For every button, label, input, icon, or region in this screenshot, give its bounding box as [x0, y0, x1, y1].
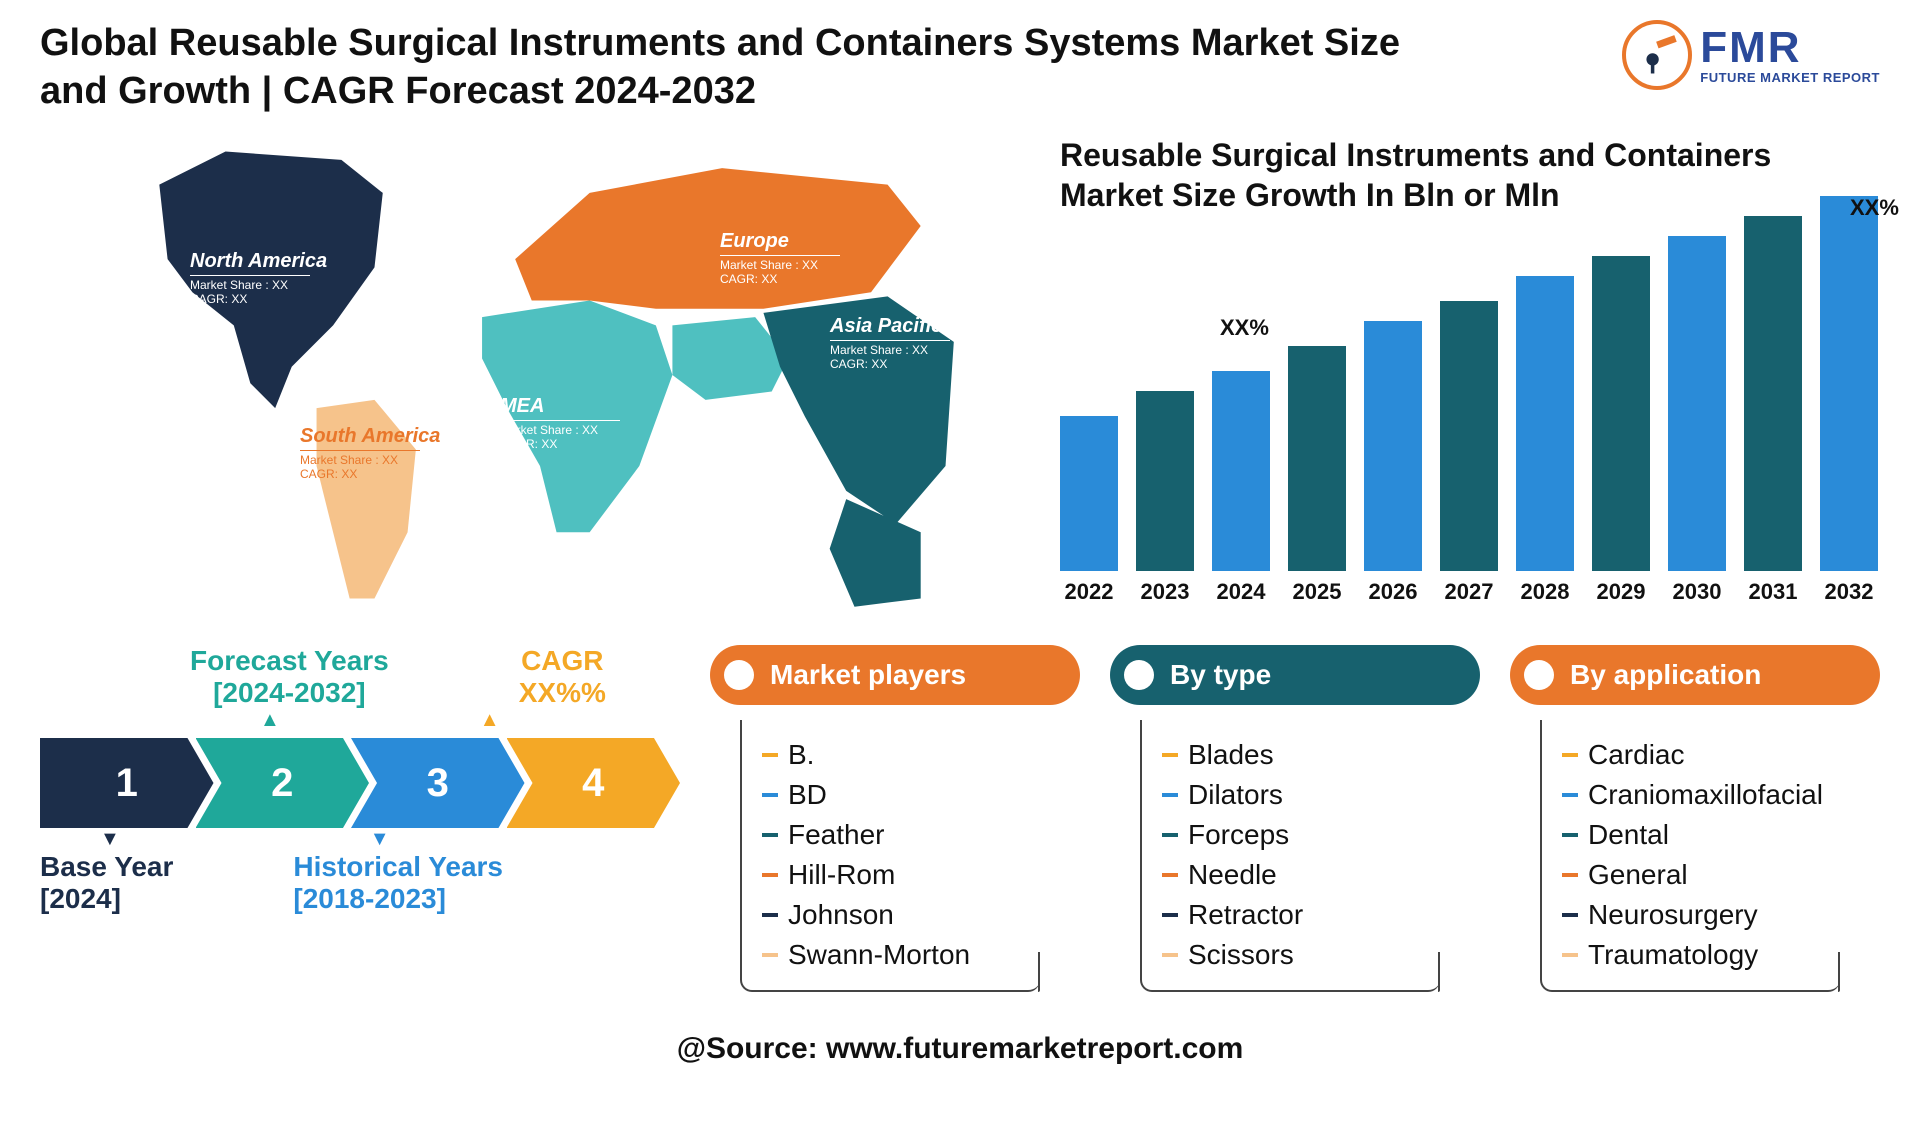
chevron-2: 2 [196, 738, 370, 828]
world-map: North AmericaMarket Share : XXCAGR: XX So… [40, 135, 1040, 615]
chevron-1: 1 [40, 738, 214, 828]
region-label-asia-pacific: Asia PacificMarket Share : XXCAGR: XX [830, 315, 950, 371]
bar-2031: 2031 [1744, 216, 1802, 605]
bar-2024: 2024 [1212, 371, 1270, 605]
list-item: Forceps [1162, 815, 1430, 855]
bullet-icon [762, 753, 778, 757]
list-item: Needle [1162, 855, 1430, 895]
logo-text-main: FMR [1700, 26, 1880, 70]
down-arrow-icon: ▼ [100, 828, 120, 851]
bar-2026: 2026 [1364, 321, 1422, 605]
bar-2025: 2025 [1288, 346, 1346, 605]
list-item: Blades [1162, 735, 1430, 775]
bullet-icon [762, 793, 778, 797]
bullet-icon [1562, 833, 1578, 837]
by-application-column: By application CardiacCraniomaxillofacial… [1510, 645, 1880, 992]
list-item: Feather [762, 815, 1030, 855]
region-label-europe: EuropeMarket Share : XXCAGR: XX [720, 230, 840, 286]
historical-label: Historical Years [2018-2023] [293, 851, 503, 915]
list-item: Dental [1562, 815, 1830, 855]
bar-chart: Reusable Surgical Instruments and Contai… [1060, 135, 1880, 615]
region-label-mea: MEAMarket Share : XXCAGR: XX [500, 395, 620, 451]
list-item: General [1562, 855, 1830, 895]
region-label-south-america: South AmericaMarket Share : XXCAGR: XX [300, 425, 440, 481]
chart-annotation: XX% [1220, 315, 1269, 341]
by-type-column: By type BladesDilatorsForcepsNeedleRetrac… [1110, 645, 1480, 992]
list-item: Traumatology [1562, 935, 1830, 975]
region-europe [515, 168, 921, 309]
list-item: Retractor [1162, 895, 1430, 935]
list-item: BD [762, 775, 1030, 815]
list-item: B. [762, 735, 1030, 775]
bar-2032: 2032 [1820, 196, 1878, 605]
list-item: Johnson [762, 895, 1030, 935]
bar-2030: 2030 [1668, 236, 1726, 605]
chevron-4: 4 [507, 738, 681, 828]
up-arrow-icon: ▲ [260, 709, 280, 732]
bullet-icon [1162, 833, 1178, 837]
pill-header: Market players [710, 645, 1080, 705]
region-label-north-america: North AmericaMarket Share : XXCAGR: XX [190, 250, 327, 306]
down-arrow-icon: ▼ [370, 828, 390, 851]
bullet-icon [762, 833, 778, 837]
bullet-icon [762, 873, 778, 877]
pill-header: By type [1110, 645, 1480, 705]
bullet-icon [1562, 793, 1578, 797]
bullet-icon [1562, 913, 1578, 917]
bullet-icon [1562, 873, 1578, 877]
bullet-icon [1162, 913, 1178, 917]
bullet-icon [1562, 753, 1578, 757]
market-players-column: Market players B.BDFeatherHill-RomJohnson… [710, 645, 1080, 992]
up-arrow-icon: ▲ [480, 709, 500, 732]
page-title: Global Reusable Surgical Instruments and… [40, 20, 1440, 115]
logo-text-sub: FUTURE MARKET REPORT [1700, 70, 1880, 85]
pill-header: By application [1510, 645, 1880, 705]
chart-title: Reusable Surgical Instruments and Contai… [1060, 135, 1880, 215]
bullet-icon [1162, 793, 1178, 797]
bullet-icon [1162, 753, 1178, 757]
base-year-label: Base Year [2024] [40, 851, 173, 915]
list-item: Scissors [1162, 935, 1430, 975]
bar-2027: 2027 [1440, 301, 1498, 605]
bar-2023: 2023 [1136, 391, 1194, 605]
list-item: Neurosurgery [1562, 895, 1830, 935]
bar-2028: 2028 [1516, 276, 1574, 605]
fmr-logo: FMR FUTURE MARKET REPORT [1622, 20, 1880, 90]
chart-annotation: XX% [1850, 195, 1899, 221]
bullet-icon [762, 953, 778, 957]
source-attribution: @Source: www.futuremarketreport.com [40, 1032, 1880, 1066]
bar-2022: 2022 [1060, 416, 1118, 605]
bullet-icon [1162, 873, 1178, 877]
cagr-label: CAGR XX%% [519, 645, 606, 709]
list-item: Dilators [1162, 775, 1430, 815]
bullet-icon [1562, 953, 1578, 957]
bar-2029: 2029 [1592, 256, 1650, 605]
list-item: Cardiac [1562, 735, 1830, 775]
forecast-label: Forecast Years [2024-2032] [190, 645, 389, 709]
bullet-icon [1162, 953, 1178, 957]
list-item: Craniomaxillofacial [1562, 775, 1830, 815]
chevron-3: 3 [351, 738, 525, 828]
list-item: Swann-Morton [762, 935, 1030, 975]
timeline: Forecast Years [2024-2032] CAGR XX%% ▲▲ … [40, 645, 680, 992]
list-item: Hill-Rom [762, 855, 1030, 895]
telescope-icon [1622, 20, 1692, 90]
bullet-icon [762, 913, 778, 917]
